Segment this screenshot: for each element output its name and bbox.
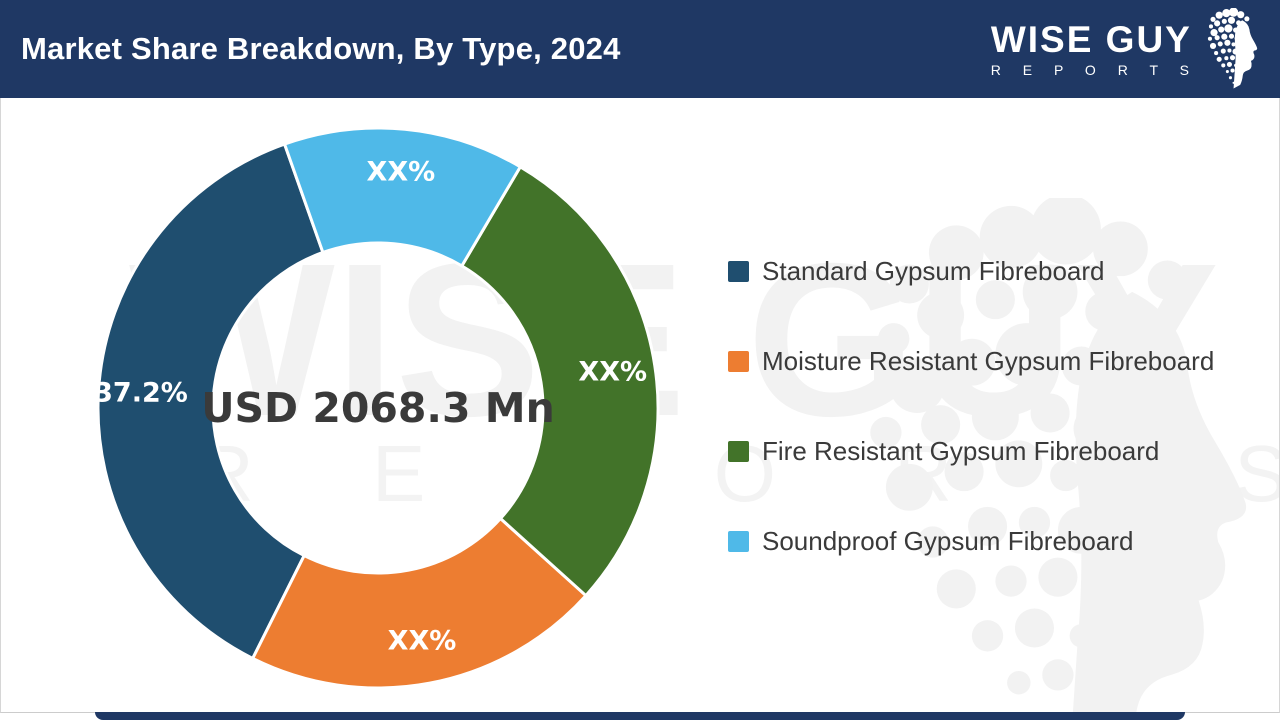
legend-swatch <box>728 350 749 372</box>
donut-slice-3 <box>460 165 660 598</box>
legend-label: Soundproof Gypsum Fibreboard <box>762 525 1134 556</box>
legend-swatch <box>728 260 749 282</box>
chart-center-value: USD 2068.3 Mn <box>201 384 555 432</box>
content-area: WISE GUY R E P O R T S USD 2068.3 Mn 37.… <box>0 98 1280 713</box>
donut-chart: USD 2068.3 Mn 37.2% XX% XX% XX% <box>78 106 678 706</box>
page-title: Market Share Breakdown, By Type, 2024 <box>21 31 621 66</box>
slice-label-3: XX% <box>578 356 648 388</box>
brand-name: WISE GUY <box>990 19 1192 60</box>
legend-item-2: Moisture Resistant Gypsum Fibreboard <box>728 316 1214 406</box>
legend-label: Fire Resistant Gypsum Fibreboard <box>762 435 1160 466</box>
legend-item-3: Fire Resistant Gypsum Fibreboard <box>728 406 1214 496</box>
brand-logo: WISE GUY R E P O R T S <box>985 8 1264 90</box>
brand-subtitle: R E P O R T S <box>990 62 1198 78</box>
header-bar: Market Share Breakdown, By Type, 2024 WI… <box>0 0 1280 98</box>
legend: Standard Gypsum Fibreboard Moisture Resis… <box>728 226 1214 586</box>
donut-slice-1 <box>96 142 325 660</box>
legend-swatch <box>728 440 749 462</box>
footer-bar <box>95 712 1185 720</box>
brand-logo-text: WISE GUY R E P O R T S <box>985 19 1198 79</box>
legend-label: Standard Gypsum Fibreboard <box>762 255 1105 286</box>
legend-item-4: Soundproof Gypsum Fibreboard <box>728 496 1214 586</box>
slice-label-2: XX% <box>387 625 457 657</box>
slice-label-4: XX% <box>366 156 436 188</box>
legend-swatch <box>728 530 749 552</box>
donut-slice-2 <box>251 517 588 690</box>
slice-label-1: 37.2% <box>94 377 188 409</box>
donut-slice-4 <box>283 126 522 268</box>
face-logo-icon <box>1200 8 1264 90</box>
legend-item-1: Standard Gypsum Fibreboard <box>728 226 1214 316</box>
legend-label: Moisture Resistant Gypsum Fibreboard <box>762 345 1215 376</box>
